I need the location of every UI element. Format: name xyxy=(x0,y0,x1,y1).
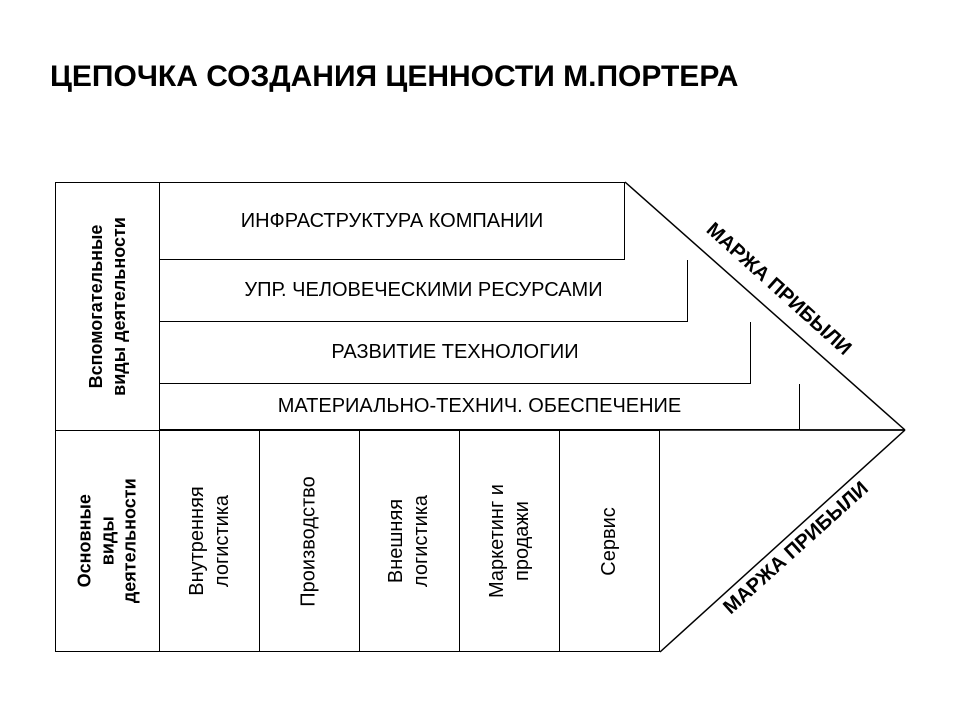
support-row-label: РАЗВИТИЕ ТЕХНОЛОГИИ xyxy=(331,341,578,364)
primary-col: Производство xyxy=(260,430,360,652)
primary-col-label: Внешняялогистика xyxy=(384,495,434,587)
support-row-label: УПР. ЧЕЛОВЕЧЕСКИМИ РЕСУРСАМИ xyxy=(244,279,602,302)
primary-col-label: Внутренняялогистика xyxy=(185,486,235,596)
primary-col-label: Производство xyxy=(297,476,322,606)
primary-col-label: Сервис xyxy=(597,507,622,576)
primary-col: Сервис xyxy=(560,430,660,652)
primary-col-label: Маркетинг ипродажи xyxy=(485,484,535,598)
support-row-label: МАТЕРИАЛЬНО-ТЕХНИЧ. ОБЕСПЕЧЕНИЕ xyxy=(278,395,682,418)
support-row: МАТЕРИАЛЬНО-ТЕХНИЧ. ОБЕСПЕЧЕНИЕ xyxy=(160,384,800,430)
primary-activities-label-text: Основныевидыдеятельности xyxy=(74,479,142,604)
support-activities-label-text: Вспомогательныевиды деятельности xyxy=(85,217,130,396)
primary-col: Внутренняялогистика xyxy=(160,430,260,652)
page-title: ЦЕПОЧКА СОЗДАНИЯ ЦЕННОСТИ М.ПОРТЕРА xyxy=(50,60,738,94)
primary-activities-label: Основныевидыдеятельности xyxy=(55,430,160,652)
margin-label-bottom: МАРЖА ПРИБЫЛИ xyxy=(719,477,873,619)
support-row-label: ИНФРАСТРУКТУРА КОМПАНИИ xyxy=(241,210,544,233)
support-row: РАЗВИТИЕ ТЕХНОЛОГИИ xyxy=(160,322,751,384)
value-chain-diagram: Вспомогательныевиды деятельности Основны… xyxy=(55,182,905,652)
primary-col: Внешняялогистика xyxy=(360,430,460,652)
support-row: ИНФРАСТРУКТУРА КОМПАНИИ xyxy=(160,182,625,260)
support-activities-label: Вспомогательныевиды деятельности xyxy=(55,182,160,430)
primary-col: Маркетинг ипродажи xyxy=(460,430,560,652)
support-row: УПР. ЧЕЛОВЕЧЕСКИМИ РЕСУРСАМИ xyxy=(160,260,688,322)
